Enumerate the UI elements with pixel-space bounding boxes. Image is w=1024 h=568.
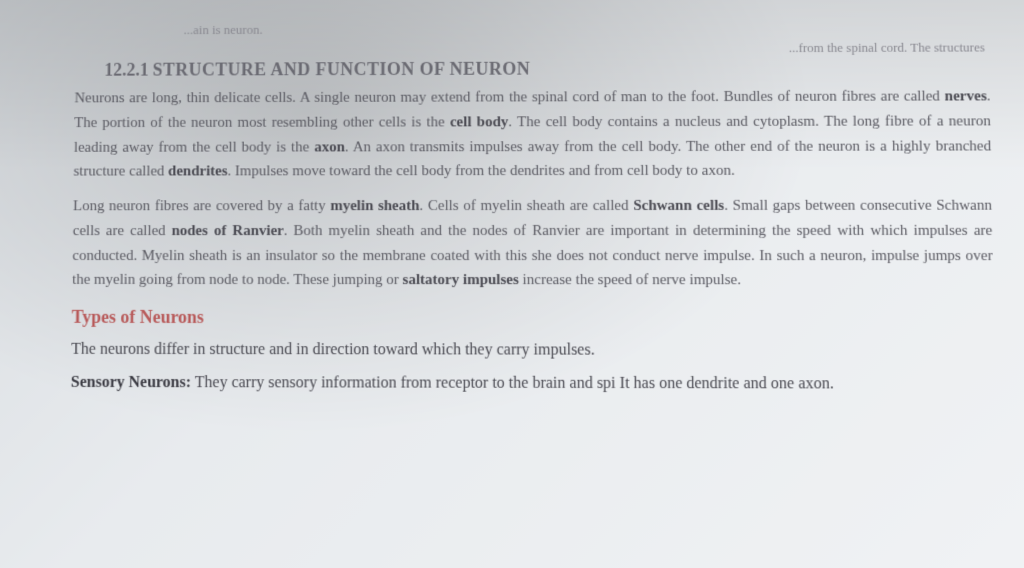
paragraph-structure: Neurons are long, thin delicate cells. A… xyxy=(64,84,997,184)
term-cell-body: cell body xyxy=(450,114,508,130)
term-axon: axon xyxy=(314,139,345,155)
text-segment: . Cells of myelin sheath are called xyxy=(420,198,634,214)
sensory-neurons-paragraph: Sensory Neurons: They carry sensory info… xyxy=(61,369,1000,398)
types-heading: Types of Neurons xyxy=(62,307,999,329)
term-nerves: nerves xyxy=(945,88,987,104)
sensory-text: They carry sensory information from rece… xyxy=(191,374,834,392)
term-nodes-ranvier: nodes of Ranvier xyxy=(172,223,284,239)
partial-text-top-right: ...from the spinal cord. The structures xyxy=(65,39,995,58)
sensory-label: Sensory Neurons: xyxy=(71,374,191,391)
text-segment: Long neuron fibres are covered by a fatt… xyxy=(73,198,330,214)
textbook-page: ...ain is neuron. ...from the spinal cor… xyxy=(61,20,1000,399)
term-dendrites: dendrites xyxy=(168,164,228,180)
partial-text-top-left: ...ain is neuron. xyxy=(66,20,995,39)
term-schwann-cells: Schwann cells xyxy=(633,198,724,214)
section-heading: 12.2.1 STRUCTURE AND FUNCTION OF NEURON xyxy=(65,57,995,80)
term-saltatory: saltatory impulses xyxy=(403,272,519,288)
section-title: STRUCTURE AND FUNCTION OF NEURON xyxy=(153,59,531,80)
section-number: 12.2.1 xyxy=(104,60,149,80)
text-segment: . Impulses move toward the cell body fro… xyxy=(227,163,734,180)
text-segment: Neurons are long, thin delicate cells. A… xyxy=(74,89,944,107)
types-intro: The neurons differ in structure and in d… xyxy=(61,336,999,365)
paragraph-myelin: Long neuron fibres are covered by a fatt… xyxy=(62,194,998,294)
text-segment: increase the speed of nerve impulse. xyxy=(519,272,741,288)
term-myelin-sheath: myelin sheath xyxy=(330,198,419,214)
